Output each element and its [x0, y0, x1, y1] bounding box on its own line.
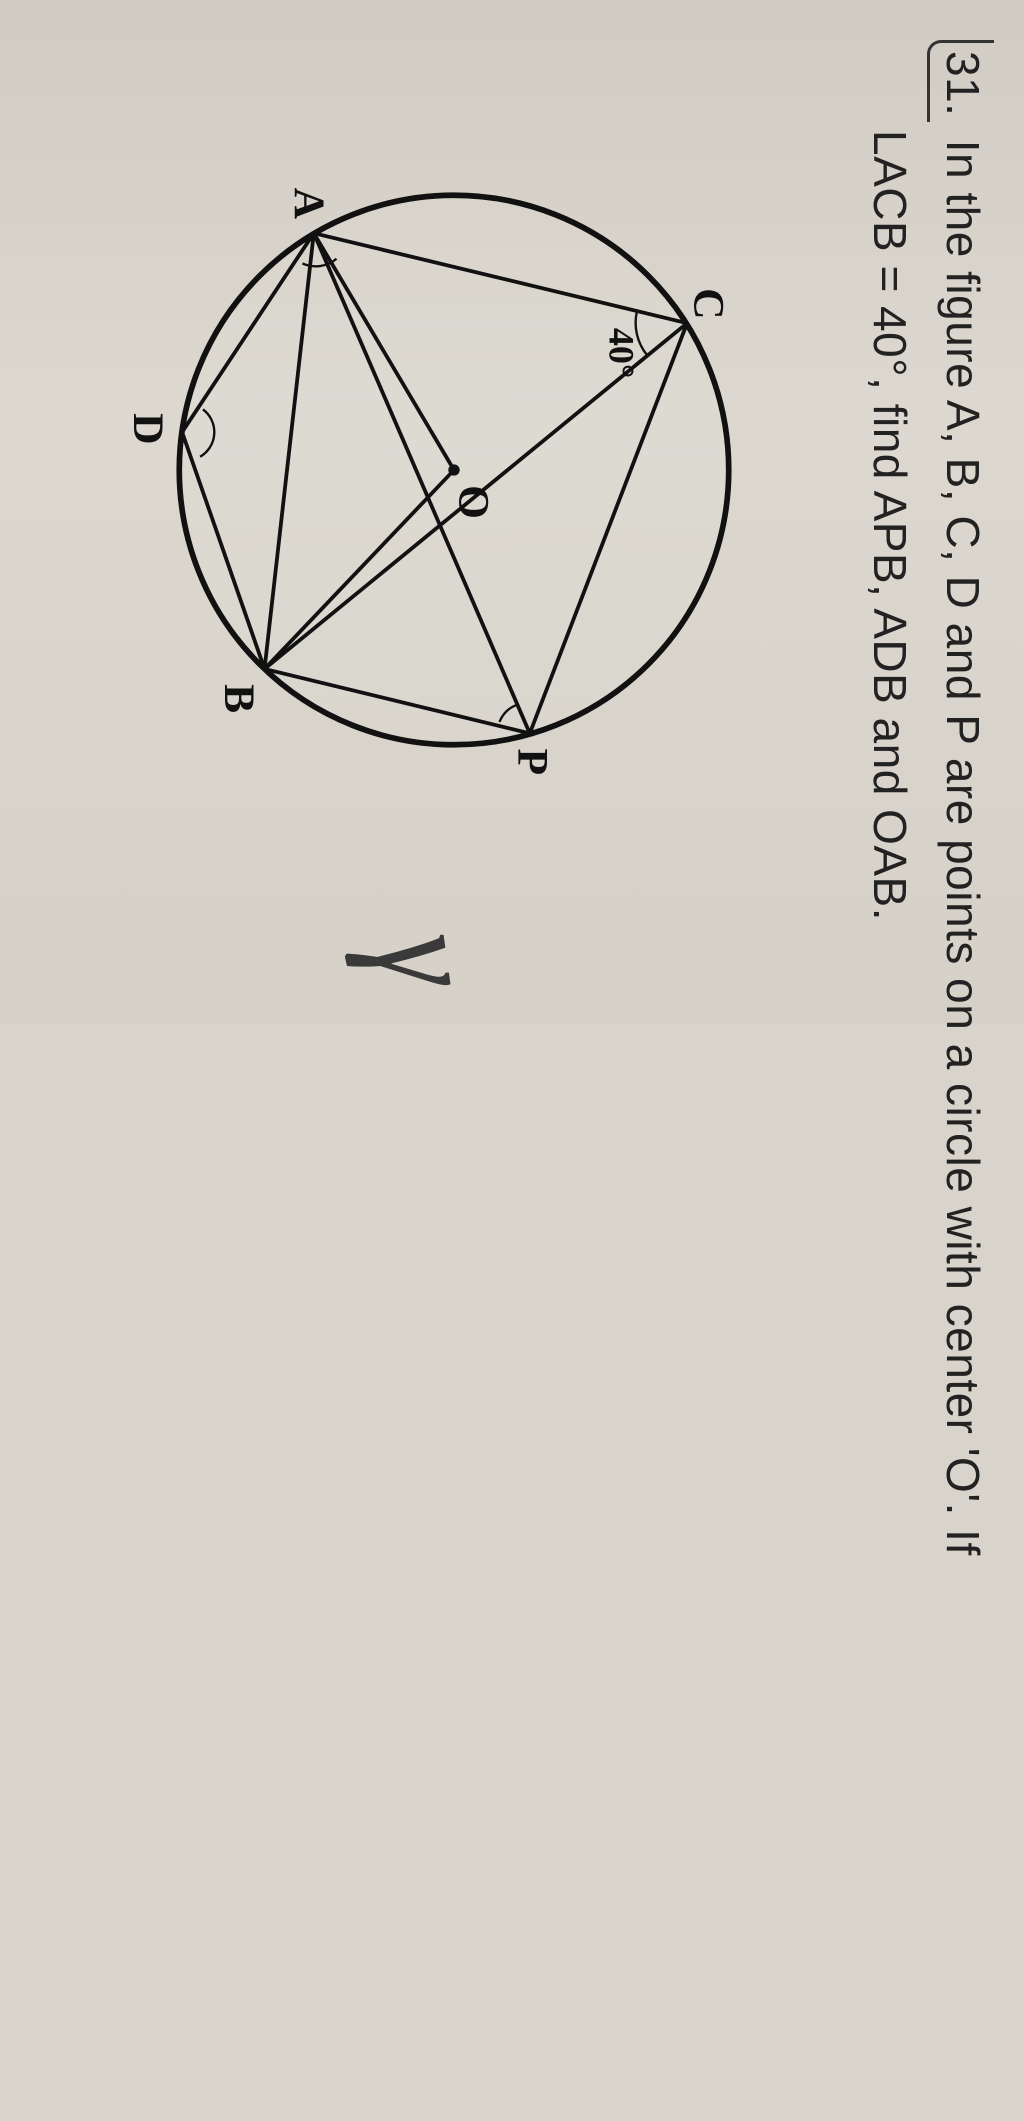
label-P: P [508, 749, 556, 776]
question-number: 31. [927, 40, 994, 122]
label-C: C [685, 288, 733, 319]
center-point [448, 464, 459, 475]
question-line2: LACB = 40°, find APB, ADB and OAB. [859, 40, 921, 2081]
label-B: B [215, 684, 263, 713]
label-A: A [285, 188, 333, 220]
question-text: 31. In the figure A, B, C, D and P are p… [859, 40, 994, 2081]
angle-40-label: 40° [601, 328, 641, 378]
label-D: D [124, 413, 172, 444]
handwritten-mark: γ [339, 923, 516, 997]
geometry-figure: C P B D A O 40° γ [34, 110, 814, 1010]
question-line1: In the figure A, B, C, D and P are point… [937, 140, 989, 1556]
circle-diagram-svg: C P B D A O 40° [94, 110, 814, 830]
page-content: 31. In the figure A, B, C, D and P are p… [0, 0, 1024, 2121]
rotated-page: 31. In the figure A, B, C, D and P are p… [0, 0, 1024, 1024]
label-O: O [450, 485, 498, 519]
